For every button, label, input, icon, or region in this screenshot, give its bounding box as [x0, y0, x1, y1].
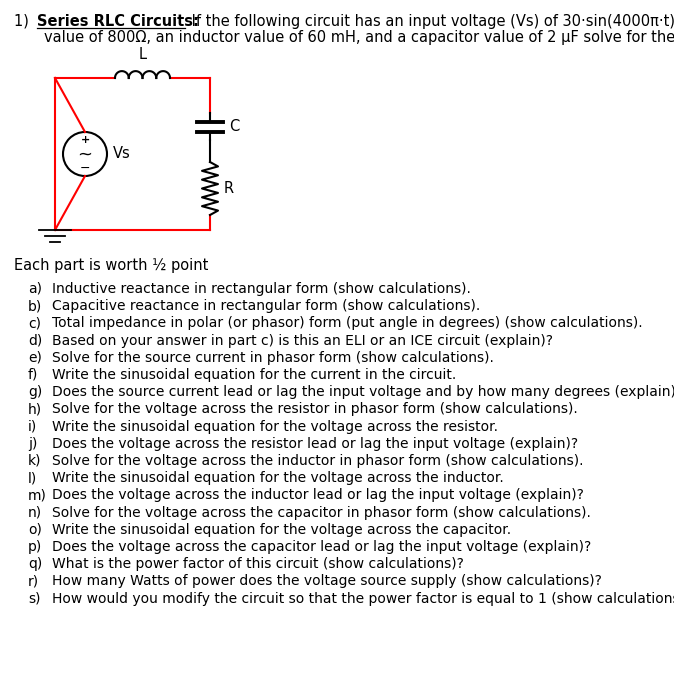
Text: Does the voltage across the capacitor lead or lag the input voltage (explain)?: Does the voltage across the capacitor le…: [52, 540, 591, 554]
Text: Capacitive reactance in rectangular form (show calculations).: Capacitive reactance in rectangular form…: [52, 299, 481, 313]
Text: Vs: Vs: [113, 147, 131, 162]
Text: k): k): [28, 454, 42, 468]
Text: If the following circuit has an input voltage (Vs) of 30·sin(4000π·t), a resisto: If the following circuit has an input vo…: [187, 14, 674, 29]
Text: Does the source current lead or lag the input voltage and by how many degrees (e: Does the source current lead or lag the …: [52, 385, 674, 399]
Text: o): o): [28, 523, 42, 537]
Text: Write the sinusoidal equation for the voltage across the capacitor.: Write the sinusoidal equation for the vo…: [52, 523, 511, 537]
Text: Based on your answer in part c) is this an ELI or an ICE circuit (explain)?: Based on your answer in part c) is this …: [52, 334, 553, 347]
Text: Write the sinusoidal equation for the current in the circuit.: Write the sinusoidal equation for the cu…: [52, 368, 456, 382]
Text: Solve for the voltage across the inductor in phasor form (show calculations).: Solve for the voltage across the inducto…: [52, 454, 584, 468]
Text: Solve for the voltage across the capacitor in phasor form (show calculations).: Solve for the voltage across the capacit…: [52, 506, 591, 519]
Text: Solve for the source current in phasor form (show calculations).: Solve for the source current in phasor f…: [52, 351, 494, 365]
Text: i): i): [28, 420, 37, 433]
Text: 1): 1): [14, 14, 38, 29]
Text: p): p): [28, 540, 42, 554]
Text: f): f): [28, 368, 38, 382]
Text: q): q): [28, 557, 42, 571]
Text: Write the sinusoidal equation for the voltage across the inductor.: Write the sinusoidal equation for the vo…: [52, 471, 503, 485]
Text: How many Watts of power does the voltage source supply (show calculations)?: How many Watts of power does the voltage…: [52, 574, 602, 588]
Text: n): n): [28, 506, 42, 519]
Text: Does the voltage across the inductor lead or lag the input voltage (explain)?: Does the voltage across the inductor lea…: [52, 488, 584, 502]
Text: What is the power factor of this circuit (show calculations)?: What is the power factor of this circuit…: [52, 557, 464, 571]
Text: ~: ~: [78, 146, 92, 164]
Text: c): c): [28, 316, 41, 330]
Text: R: R: [224, 181, 234, 196]
Text: d): d): [28, 334, 42, 347]
Text: l): l): [28, 471, 37, 485]
Text: Series RLC Circuits:: Series RLC Circuits:: [37, 14, 199, 29]
Text: g): g): [28, 385, 42, 399]
Text: j): j): [28, 437, 37, 451]
Text: s): s): [28, 592, 40, 605]
Text: a): a): [28, 282, 42, 296]
Text: L: L: [138, 47, 146, 62]
Text: Inductive reactance in rectangular form (show calculations).: Inductive reactance in rectangular form …: [52, 282, 471, 296]
Text: Total impedance in polar (or phasor) form (put angle in degrees) (show calculati: Total impedance in polar (or phasor) for…: [52, 316, 642, 330]
Text: C: C: [229, 119, 239, 134]
Text: −: −: [80, 162, 90, 175]
Text: How would you modify the circuit so that the power factor is equal to 1 (show ca: How would you modify the circuit so that…: [52, 592, 674, 605]
Text: e): e): [28, 351, 42, 365]
Text: Write the sinusoidal equation for the voltage across the resistor.: Write the sinusoidal equation for the vo…: [52, 420, 498, 433]
Text: m): m): [28, 488, 47, 502]
Text: b): b): [28, 299, 42, 313]
Text: value of 800Ω, an inductor value of 60 mH, and a capacitor value of 2 μF solve f: value of 800Ω, an inductor value of 60 m…: [44, 30, 674, 45]
Text: r): r): [28, 574, 39, 588]
Text: Each part is worth ½ point: Each part is worth ½ point: [14, 258, 208, 273]
Text: +: +: [80, 135, 90, 145]
Text: Solve for the voltage across the resistor in phasor form (show calculations).: Solve for the voltage across the resisto…: [52, 402, 578, 416]
Text: h): h): [28, 402, 42, 416]
Text: Does the voltage across the resistor lead or lag the input voltage (explain)?: Does the voltage across the resistor lea…: [52, 437, 578, 451]
